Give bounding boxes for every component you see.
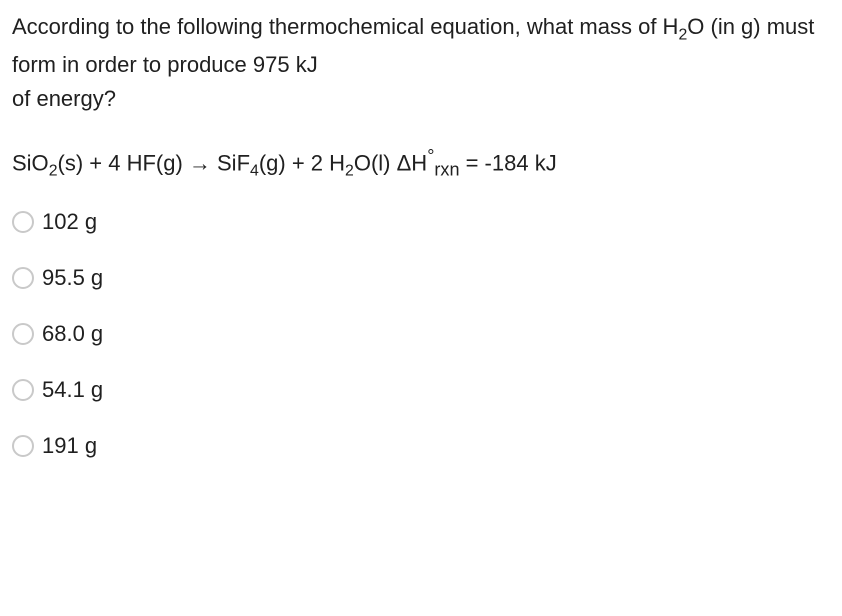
eq-p1: SiO	[12, 150, 49, 175]
option-c[interactable]: 68.0 g	[12, 321, 830, 347]
option-text: 102 g	[42, 209, 97, 235]
radio-icon	[12, 211, 34, 233]
option-b[interactable]: 95.5 g	[12, 265, 830, 291]
question-line2: of energy?	[12, 86, 116, 111]
radio-icon	[12, 323, 34, 345]
option-text: 95.5 g	[42, 265, 103, 291]
radio-icon	[12, 379, 34, 401]
eq-p5: = -184 kJ	[459, 150, 556, 175]
option-d[interactable]: 54.1 g	[12, 377, 830, 403]
option-text: 54.1 g	[42, 377, 103, 403]
eq-p4: O(l) ΔH	[354, 150, 427, 175]
equation: SiO2(s) + 4 HF(g) → SiF4(g) + 2 H2O(l) Δ…	[12, 144, 830, 183]
option-e[interactable]: 191 g	[12, 433, 830, 459]
question-text: According to the following thermochemica…	[12, 10, 830, 116]
eq-p3: (g) + 2 H	[259, 150, 345, 175]
eq-p2: (s) + 4 HF(g) → SiF	[58, 150, 251, 175]
option-a[interactable]: 102 g	[12, 209, 830, 235]
question-line1-a: According to the following thermochemica…	[12, 14, 678, 39]
radio-icon	[12, 435, 34, 457]
eq-sub1: 2	[49, 163, 58, 180]
question-sub-2: 2	[678, 26, 687, 43]
eq-sub2: 4	[250, 163, 259, 180]
option-text: 191 g	[42, 433, 97, 459]
option-text: 68.0 g	[42, 321, 103, 347]
options-container: 102 g 95.5 g 68.0 g 54.1 g 191 g	[12, 209, 830, 459]
radio-icon	[12, 267, 34, 289]
eq-sub3: 2	[345, 163, 354, 180]
eq-rxn: rxn	[434, 160, 459, 180]
